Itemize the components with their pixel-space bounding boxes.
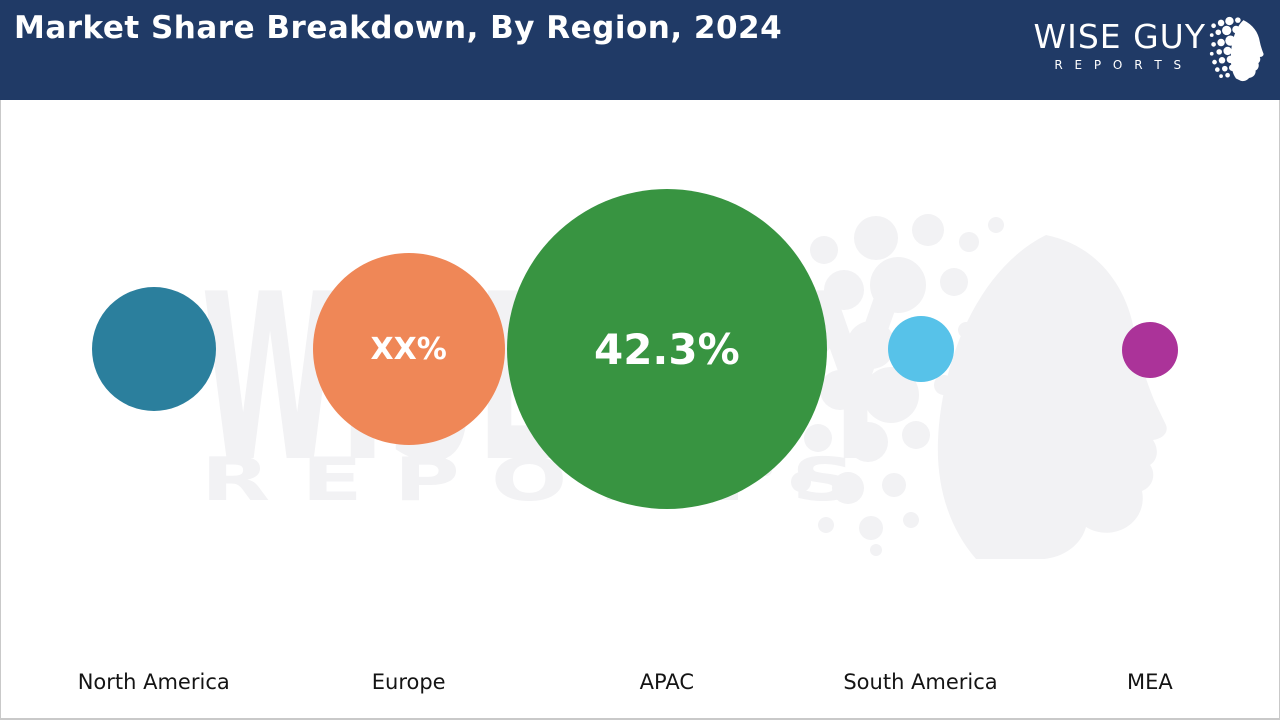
category-labels: North America Europe APAC South America MEA [1, 670, 1279, 700]
bubble-north-america [91, 287, 216, 411]
page-title: Market Share Breakdown, By Region, 2024 [14, 10, 783, 46]
bubble-south-america [887, 316, 954, 382]
header: Market Share Breakdown, By Region, 2024 … [0, 0, 1280, 100]
brand-logo: WISE GUY R E P O R T S [1033, 14, 1264, 86]
bubble-apac: 42.3% [506, 189, 827, 509]
category-label-north-america: North America [77, 670, 230, 694]
bubble-mea [1121, 322, 1178, 378]
category-label-europe: Europe [371, 670, 446, 694]
bubble-chart: XX% 42.3% [1, 100, 1279, 718]
category-label-south-america: South America [843, 670, 998, 694]
brand-name: WISE GUY [1033, 17, 1206, 56]
brand-text: WISE GUY R E P O R T S [1033, 20, 1206, 72]
bubble-value-label: 42.3% [593, 324, 740, 374]
brand-face-icon [1209, 16, 1264, 82]
brand-subtitle: R E P O R T S [1054, 58, 1186, 72]
category-label-mea: MEA [1127, 670, 1173, 694]
bubble-europe: XX% [312, 253, 505, 445]
bubble-value-label: XX% [370, 331, 447, 367]
chart-area: WISE GUY R E P O R T S XX%42.3% North Am… [0, 100, 1280, 720]
category-label-apac: APAC [639, 670, 695, 694]
